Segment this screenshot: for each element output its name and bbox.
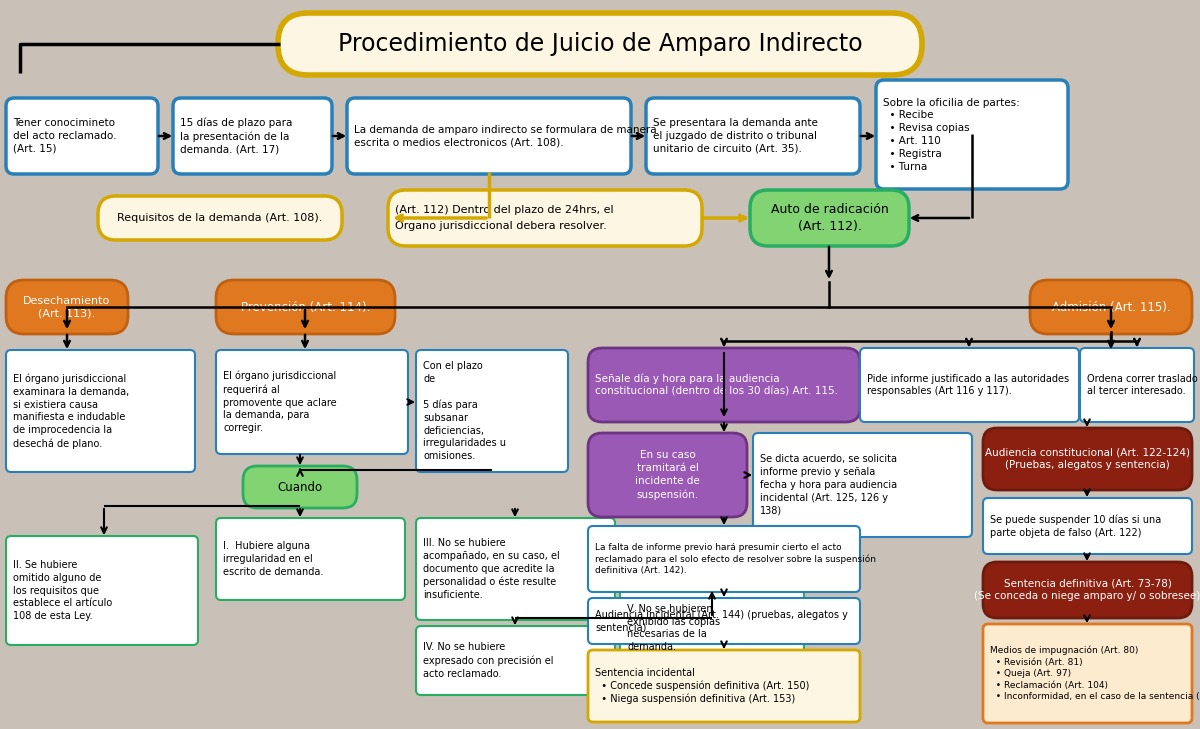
FancyBboxPatch shape: [1030, 280, 1192, 334]
FancyBboxPatch shape: [620, 586, 804, 670]
Text: Prevención (Art. 114).: Prevención (Art. 114).: [241, 300, 370, 313]
Text: Ordena correr traslado
al tercer interesado.: Ordena correr traslado al tercer interes…: [1087, 373, 1198, 397]
FancyBboxPatch shape: [860, 348, 1079, 422]
Text: Sobre la oficilia de partes:
  • Recibe
  • Revisa copias
  • Art. 110
  • Regis: Sobre la oficilia de partes: • Recibe • …: [883, 98, 1020, 171]
FancyBboxPatch shape: [216, 518, 406, 600]
Text: I.  Hubiere alguna
irregularidad en el
escrito de demanda.: I. Hubiere alguna irregularidad en el es…: [223, 541, 323, 577]
FancyBboxPatch shape: [983, 498, 1192, 554]
FancyBboxPatch shape: [416, 518, 616, 620]
Text: Tener conocimineto
del acto reclamado.
(Art. 15): Tener conocimineto del acto reclamado. (…: [13, 118, 116, 154]
FancyBboxPatch shape: [216, 280, 395, 334]
Text: Auto de radicación
(Art. 112).: Auto de radicación (Art. 112).: [770, 203, 888, 233]
FancyBboxPatch shape: [754, 433, 972, 537]
Text: 15 días de plazo para
la presentación de la
demanda. (Art. 17): 15 días de plazo para la presentación de…: [180, 117, 293, 155]
FancyBboxPatch shape: [278, 13, 922, 75]
Text: Cuando: Cuando: [277, 480, 323, 494]
FancyBboxPatch shape: [876, 80, 1068, 189]
FancyBboxPatch shape: [983, 562, 1192, 618]
FancyBboxPatch shape: [173, 98, 332, 174]
Text: Procedimiento de Juicio de Amparo Indirecto: Procedimiento de Juicio de Amparo Indire…: [337, 32, 863, 56]
Text: La falta de informe previo hará presumir cierto el acto
reclamado para el solo e: La falta de informe previo hará presumir…: [595, 542, 876, 575]
FancyBboxPatch shape: [216, 350, 408, 454]
FancyBboxPatch shape: [646, 98, 860, 174]
Text: (Art. 112) Dentro del plazo de 24hrs, el
Órgano jurisdiccional debera resolver.: (Art. 112) Dentro del plazo de 24hrs, el…: [395, 206, 613, 231]
FancyBboxPatch shape: [6, 536, 198, 645]
Text: Admisión (Art. 115).: Admisión (Art. 115).: [1051, 300, 1170, 313]
FancyBboxPatch shape: [242, 466, 358, 508]
FancyBboxPatch shape: [388, 190, 702, 246]
Text: II. Se hubiere
omitido alguno de
los requisitos que
establece el artículo
108 de: II. Se hubiere omitido alguno de los req…: [13, 560, 113, 621]
FancyBboxPatch shape: [588, 348, 860, 422]
FancyBboxPatch shape: [98, 196, 342, 240]
FancyBboxPatch shape: [416, 350, 568, 472]
FancyBboxPatch shape: [588, 433, 746, 517]
Text: Se presentara la demanda ante
el juzgado de distrito o tribunal
unitario de circ: Se presentara la demanda ante el juzgado…: [653, 118, 818, 154]
Text: En su caso
tramitará el
incidente de
suspensión.: En su caso tramitará el incidente de sus…: [635, 451, 700, 499]
Text: III. No se hubiere
acompañado, en su caso, el
documento que acredite la
personal: III. No se hubiere acompañado, en su cas…: [424, 538, 559, 600]
Text: Se dicta acuerdo, se solicita
informe previo y señala
fecha y hora para audienci: Se dicta acuerdo, se solicita informe pr…: [760, 454, 898, 515]
Text: La demanda de amparo indirecto se formulara de manera
escrita o medios electroni: La demanda de amparo indirecto se formul…: [354, 125, 656, 147]
Text: Desechamiento
(Art. 113).: Desechamiento (Art. 113).: [23, 295, 110, 319]
Text: Sentencia definitiva (Art. 73-78)
(Se conceda o niege amparo y/ o sobresee): Sentencia definitiva (Art. 73-78) (Se co…: [974, 579, 1200, 601]
FancyBboxPatch shape: [1080, 348, 1194, 422]
Text: Sentencia incidental
  • Concede suspensión definitiva (Art. 150)
  • Niega susp: Sentencia incidental • Concede suspensió…: [595, 668, 809, 704]
Text: Se puede suspender 10 días si una
parte objeta de falso (Art. 122): Se puede suspender 10 días si una parte …: [990, 515, 1162, 538]
Text: V. No se hubieren
exhibido las copias
necesarias de la
demanda.: V. No se hubieren exhibido las copias ne…: [628, 604, 720, 652]
Text: El órgano jurisdiccional
examinara la demanda,
si existiera causa
manifiesta e i: El órgano jurisdiccional examinara la de…: [13, 373, 130, 448]
FancyBboxPatch shape: [588, 598, 860, 644]
FancyBboxPatch shape: [416, 626, 616, 695]
FancyBboxPatch shape: [588, 526, 860, 592]
Text: Requisitos de la demanda (Art. 108).: Requisitos de la demanda (Art. 108).: [118, 213, 323, 223]
Text: Pide informe justificado a las autoridades
responsables (Art 116 y 117).: Pide informe justificado a las autoridad…: [866, 373, 1069, 397]
FancyBboxPatch shape: [6, 350, 194, 472]
Text: Con el plazo
de

5 días para
subsanar
deficiencias,
irregularidades u
omisiones.: Con el plazo de 5 días para subsanar def…: [424, 361, 506, 461]
Text: Audiencia constitucional (Art. 122-124)
(Pruebas, alegatos y sentencia): Audiencia constitucional (Art. 122-124) …: [985, 448, 1190, 470]
Text: El órgano jurisdiccional
requerirá al
promovente que aclare
la demanda, para
cor: El órgano jurisdiccional requerirá al pr…: [223, 371, 337, 433]
FancyBboxPatch shape: [347, 98, 631, 174]
FancyBboxPatch shape: [983, 428, 1192, 490]
FancyBboxPatch shape: [6, 280, 128, 334]
Text: Audiencia incidental (Art. 144) (pruebas, alegatos y
sentencia): Audiencia incidental (Art. 144) (pruebas…: [595, 609, 848, 632]
Text: Señale día y hora para la audiencia
constitucional (dentro de los 30 días) Art. : Señale día y hora para la audiencia cons…: [595, 373, 838, 397]
FancyBboxPatch shape: [588, 650, 860, 722]
Text: Medios de impugnación (Art. 80)
  • Revisión (Art. 81)
  • Queja (Art. 97)
  • R: Medios de impugnación (Art. 80) • Revisi…: [990, 646, 1200, 701]
FancyBboxPatch shape: [983, 624, 1192, 723]
FancyBboxPatch shape: [6, 98, 158, 174]
Text: IV. No se hubiere
expresado con precisión el
acto reclamado.: IV. No se hubiere expresado con precisió…: [424, 642, 553, 679]
FancyBboxPatch shape: [750, 190, 910, 246]
